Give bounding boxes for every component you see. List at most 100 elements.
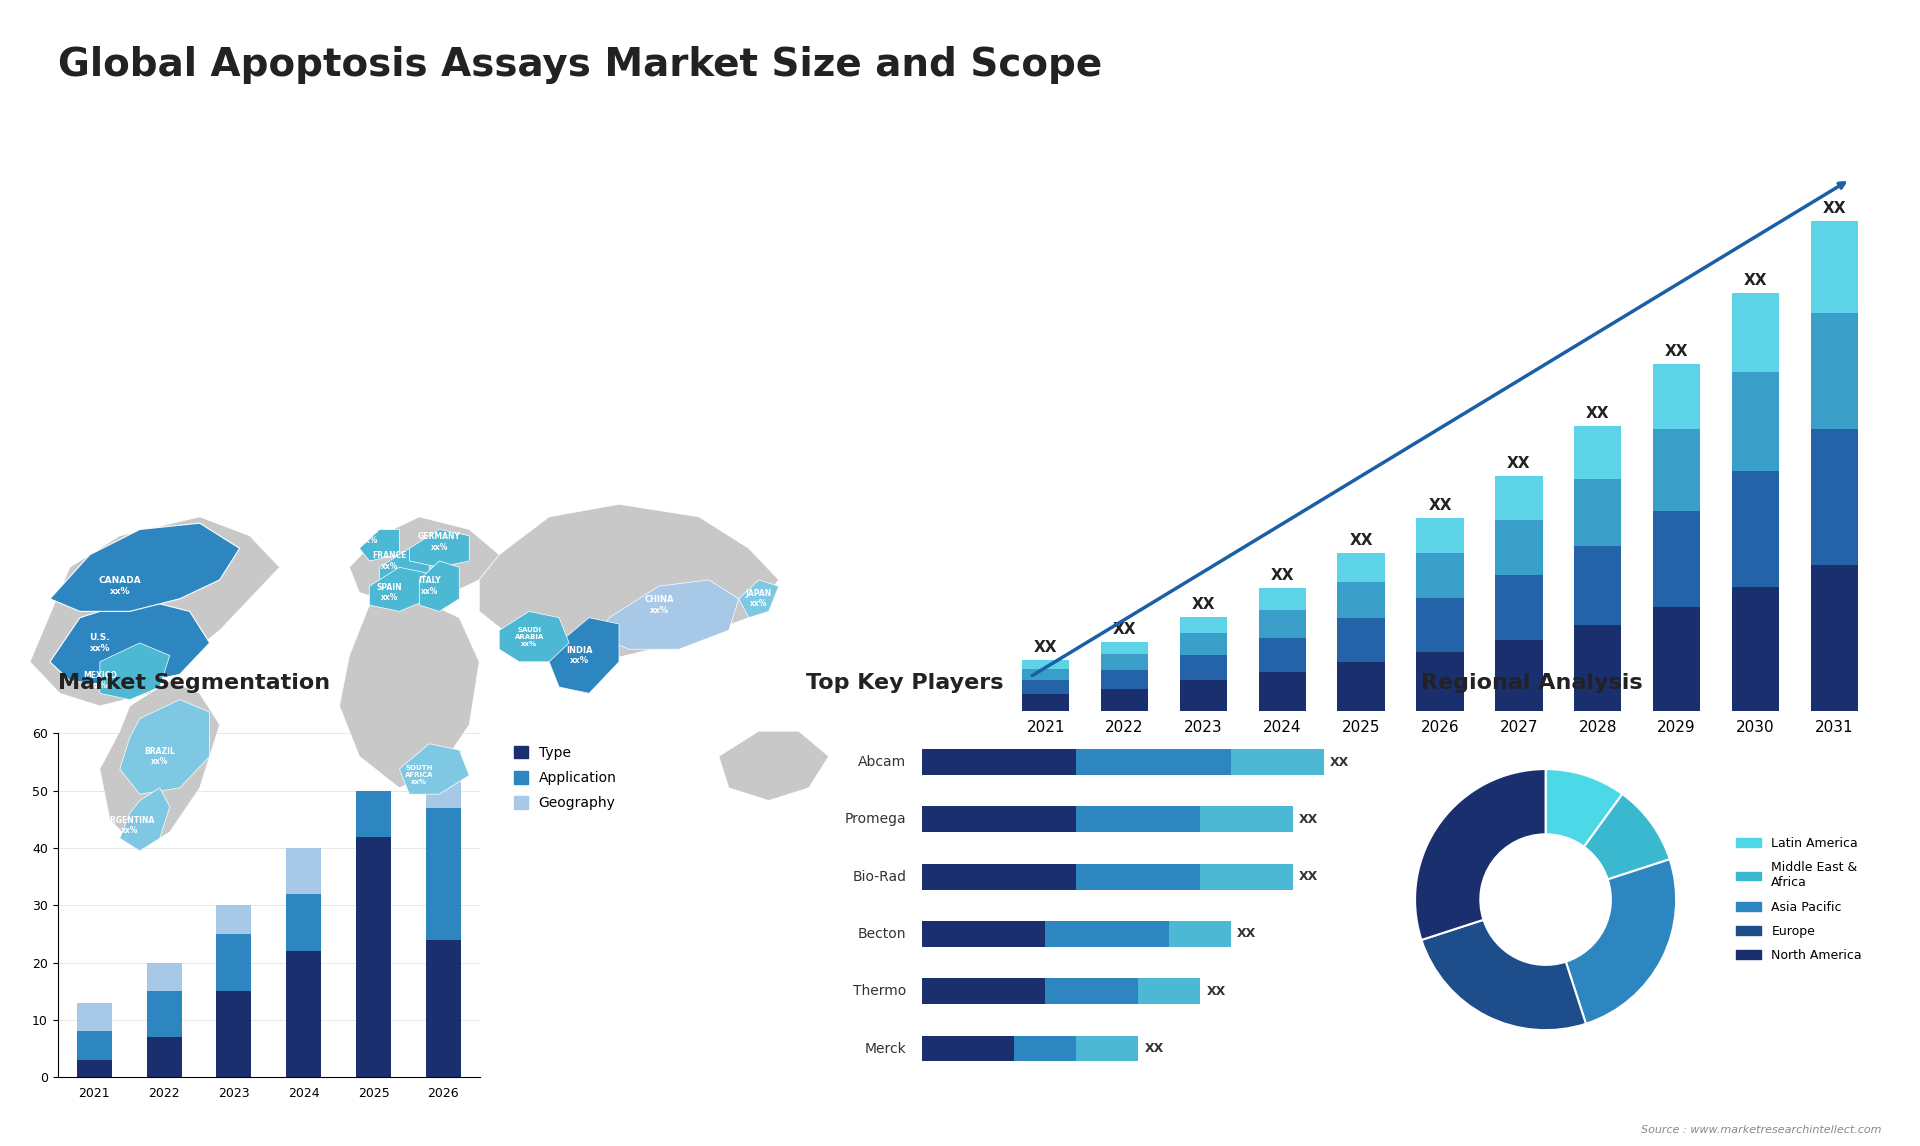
Bar [146,1037,182,1077]
Bar [922,921,1044,947]
Bar [1260,588,1306,610]
Bar [1077,807,1200,832]
Text: Abcam: Abcam [858,755,906,769]
Bar [1338,554,1384,581]
Bar [1100,689,1148,711]
Bar [1574,547,1620,625]
Bar [146,963,182,991]
Bar [1021,693,1069,711]
Text: XX: XX [1300,813,1319,826]
Text: Market Segmentation: Market Segmentation [58,674,330,693]
Text: SOUTH
AFRICA
xx%: SOUTH AFRICA xx% [405,766,434,785]
Bar [1653,606,1701,711]
Bar [426,940,461,1077]
Bar [286,848,321,894]
Polygon shape [340,598,480,788]
Bar [1179,681,1227,711]
Bar [1044,921,1169,947]
Polygon shape [499,612,568,661]
Bar [1179,617,1227,634]
Bar [286,951,321,1077]
Polygon shape [739,580,780,618]
Text: Merck: Merck [864,1042,906,1055]
Text: XX: XX [1350,533,1373,548]
Bar [1417,652,1463,711]
Bar [1732,293,1780,372]
Bar [1574,479,1620,547]
Bar [1021,681,1069,693]
Bar [1653,511,1701,606]
Bar [1417,554,1463,598]
Bar [217,991,252,1077]
Bar [1077,749,1231,775]
Bar [1179,634,1227,656]
Polygon shape [718,731,829,800]
Bar [1044,979,1139,1004]
Text: ARGENTINA
xx%: ARGENTINA xx% [104,816,156,835]
Text: XX: XX [1192,597,1215,612]
Text: M: M [1645,55,1684,94]
Text: BRAZIL
xx%: BRAZIL xx% [144,747,175,766]
Bar [922,864,1077,889]
Polygon shape [359,529,399,560]
Bar [426,808,461,940]
Text: XX: XX [1428,497,1452,512]
Text: XX: XX [1507,456,1530,471]
Text: Bio-Rad: Bio-Rad [852,870,906,884]
Text: XX: XX [1300,870,1319,884]
Bar [77,1031,111,1060]
Text: XX: XX [1236,927,1256,941]
Polygon shape [50,598,209,686]
Bar [77,1003,111,1031]
Bar [1496,641,1542,711]
Bar [922,807,1077,832]
Polygon shape [409,529,468,567]
Bar [1496,575,1542,641]
Text: Promega: Promega [845,813,906,826]
Text: Regional Analysis: Regional Analysis [1421,674,1642,693]
Bar [1077,864,1200,889]
Polygon shape [119,788,169,850]
Polygon shape [100,643,169,699]
Bar [1496,519,1542,575]
Polygon shape [419,560,459,612]
Bar [1417,518,1463,554]
Text: Source : www.marketresearchintellect.com: Source : www.marketresearchintellect.com [1642,1124,1882,1135]
Bar [1338,619,1384,662]
Bar [355,837,392,1077]
Text: FRANCE
xx%: FRANCE xx% [372,551,407,571]
Text: MEXICO
xx%: MEXICO xx% [83,672,117,690]
Bar [1100,653,1148,670]
Text: XX: XX [1144,1042,1164,1055]
Bar [1260,638,1306,672]
Bar [1732,471,1780,587]
Text: XX: XX [1114,622,1137,637]
Bar [1653,429,1701,511]
Text: GERMANY
xx%: GERMANY xx% [419,533,461,551]
Polygon shape [50,523,240,612]
Text: CHINA
xx%: CHINA xx% [645,596,674,614]
Text: U.S.
xx%: U.S. xx% [90,634,109,652]
Text: CANADA
xx%: CANADA xx% [98,576,142,596]
Bar [1077,1036,1139,1061]
Bar [1260,610,1306,638]
Bar [1811,221,1859,314]
Bar [922,979,1044,1004]
Bar [1021,660,1069,668]
Bar [217,934,252,991]
Bar [922,1036,1014,1061]
Polygon shape [599,580,739,649]
Bar [1732,372,1780,471]
Bar [1574,625,1620,711]
Polygon shape [349,517,499,605]
Text: SPAIN
xx%: SPAIN xx% [376,583,401,602]
Text: ITALY
xx%: ITALY xx% [419,576,440,596]
Text: XX: XX [1331,755,1350,769]
Text: XX: XX [1822,202,1845,217]
Bar [1014,1036,1077,1061]
Polygon shape [480,504,780,661]
Text: RESEARCH: RESEARCH [1734,70,1801,79]
Text: XX: XX [1206,984,1225,998]
Bar [1338,662,1384,711]
Bar [1260,672,1306,711]
